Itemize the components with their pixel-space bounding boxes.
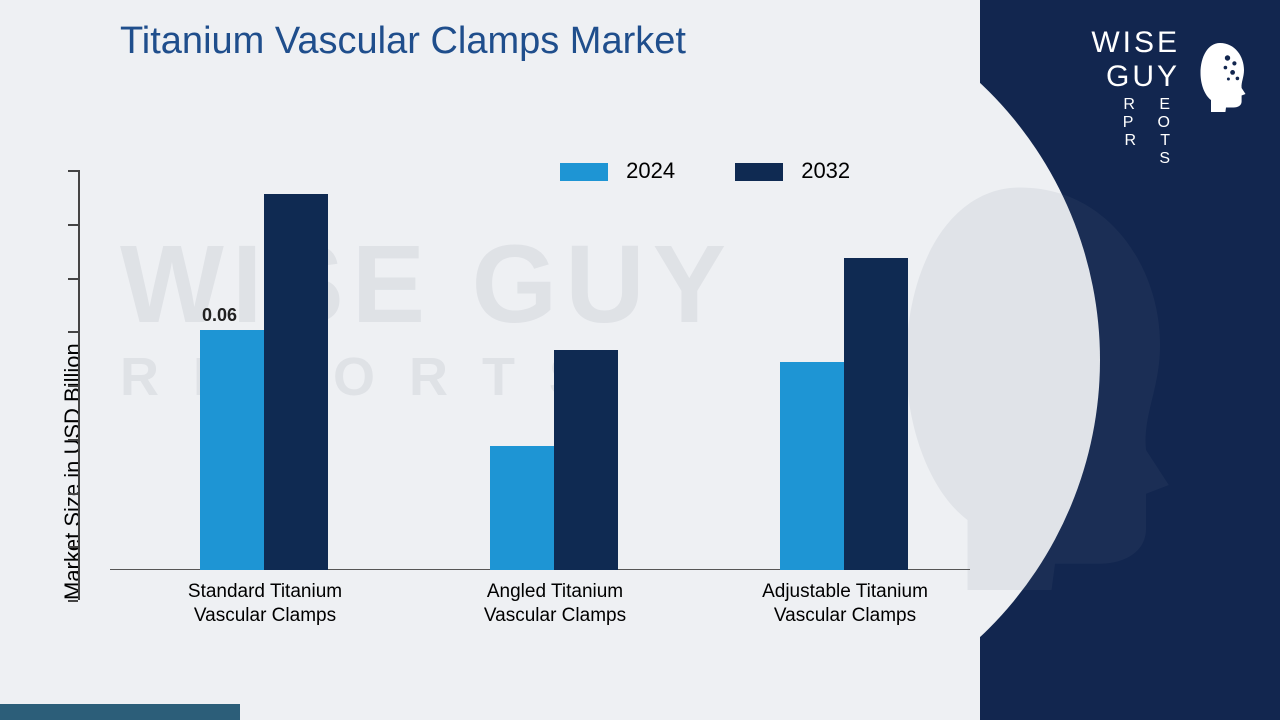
bar-2024 xyxy=(490,446,554,570)
y-axis-tick xyxy=(68,439,78,441)
y-axis-tick xyxy=(68,170,78,172)
bar-2032 xyxy=(554,350,618,570)
bar-2032 xyxy=(844,258,908,570)
y-axis xyxy=(54,170,84,600)
footer-accent-bar xyxy=(0,704,240,720)
bar-2032 xyxy=(264,194,328,570)
brand-line1: WISE GUY xyxy=(1091,26,1180,94)
chart-title: Titanium Vascular Clamps Market xyxy=(120,20,686,63)
y-axis-line xyxy=(78,170,80,600)
bar-2024 xyxy=(780,362,844,570)
y-axis-tick xyxy=(68,224,78,226)
y-axis-tick xyxy=(68,331,78,333)
y-axis-tick xyxy=(68,385,78,387)
category-label: Angled Titanium Vascular Clamps xyxy=(460,580,650,628)
report-canvas: WISE GUY REPORTS Titanium Vascular Clamp… xyxy=(0,0,1280,720)
category-label: Adjustable Titanium Vascular Clamps xyxy=(750,580,940,628)
y-axis-tick xyxy=(68,600,78,602)
y-axis-tick xyxy=(68,493,78,495)
category-label: Standard Titanium Vascular Clamps xyxy=(170,580,360,628)
bar-chart: 0.06Standard Titanium Vascular ClampsAng… xyxy=(110,170,970,570)
y-axis-tick xyxy=(68,278,78,280)
brand-line2: R E P O R T S xyxy=(1091,96,1180,168)
brand-head-icon xyxy=(1190,36,1250,116)
bar-value-label: 0.06 xyxy=(202,305,237,326)
y-axis-tick xyxy=(68,546,78,548)
bar-2024 xyxy=(200,330,264,570)
